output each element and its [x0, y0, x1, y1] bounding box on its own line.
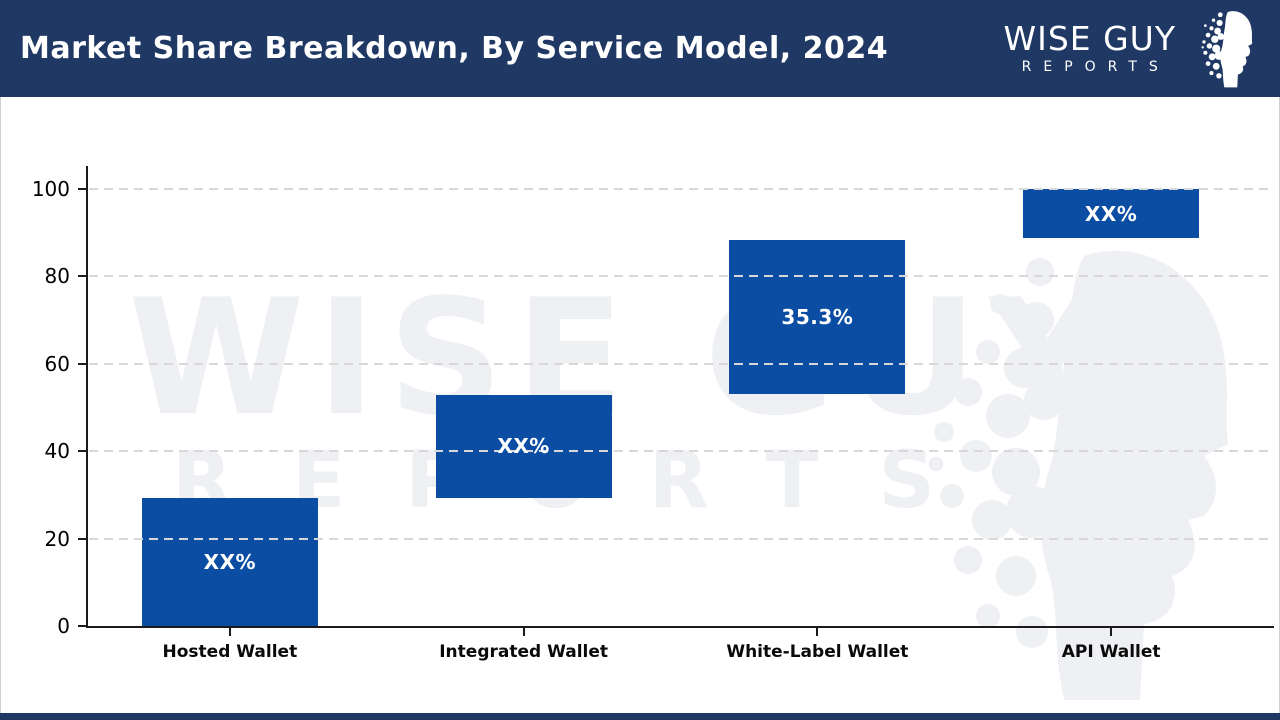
chart-title: Market Share Breakdown, By Service Model… — [20, 31, 889, 66]
y-tick-label-100: 100 — [31, 177, 70, 201]
x-tick-label-2: Integrated Wallet — [439, 642, 609, 662]
bar-value-label-2: XX% — [497, 434, 550, 459]
brand-name: WISE GUY — [1003, 18, 1176, 58]
y-tick-label-20: 20 — [44, 526, 70, 551]
gridline-80 — [89, 275, 1274, 278]
y-tick-label-0: 0 — [57, 614, 70, 638]
header-bar: Market Share Breakdown, By Service Model… — [0, 0, 1280, 97]
brand-logo: WISE GUY REPORTS — [1003, 8, 1266, 88]
bar-white-label-wallet — [729, 240, 906, 395]
x-tick-1 — [228, 628, 231, 636]
y-tick-100 — [78, 188, 86, 190]
x-axis-line — [86, 626, 1274, 628]
y-tick-40 — [78, 450, 86, 453]
y-tick-60 — [78, 362, 86, 365]
bar-integrated-wallet — [435, 394, 612, 498]
x-tick-label-4: API Wallet — [1061, 642, 1161, 662]
x-tick-2 — [522, 628, 525, 636]
brand-head-icon — [1201, 11, 1253, 88]
brand-wordmark: WISE GUY REPORTS — [1003, 18, 1176, 76]
gridline-60 — [89, 362, 1274, 365]
y-tick-80 — [78, 275, 86, 278]
y-tick-0 — [78, 625, 86, 627]
bar-api-wallet — [1023, 189, 1200, 239]
gridline-100 — [89, 188, 1274, 190]
x-tick-4 — [1110, 628, 1113, 636]
bar-value-label-3: 35.3% — [781, 305, 854, 330]
x-tick-label-1: Hosted Wallet — [162, 642, 298, 662]
brand-subtitle: REPORTS — [1021, 59, 1170, 76]
bar-value-label-1: XX% — [203, 549, 257, 574]
bar-hosted-wallet — [141, 497, 318, 626]
chart-plot-area: 0 20 40 60 80 100 Hosted Wallet Integrated Wall… — [0, 97, 1280, 713]
y-tick-label-80: 80 — [44, 264, 70, 289]
y-tick-20 — [78, 537, 86, 540]
x-tick-label-3: White-Label Wallet — [726, 642, 909, 662]
gridline-20 — [89, 537, 1274, 540]
x-tick-3 — [816, 628, 819, 636]
watermark-wordmark: WISE GUY — [128, 264, 1118, 451]
y-tick-label-40: 40 — [44, 439, 70, 464]
gridline-40 — [89, 450, 1274, 453]
y-tick-label-60: 60 — [44, 351, 70, 376]
y-axis-line — [86, 166, 88, 628]
bar-value-label-4: XX% — [1084, 201, 1138, 226]
footer-bar — [0, 713, 1280, 720]
